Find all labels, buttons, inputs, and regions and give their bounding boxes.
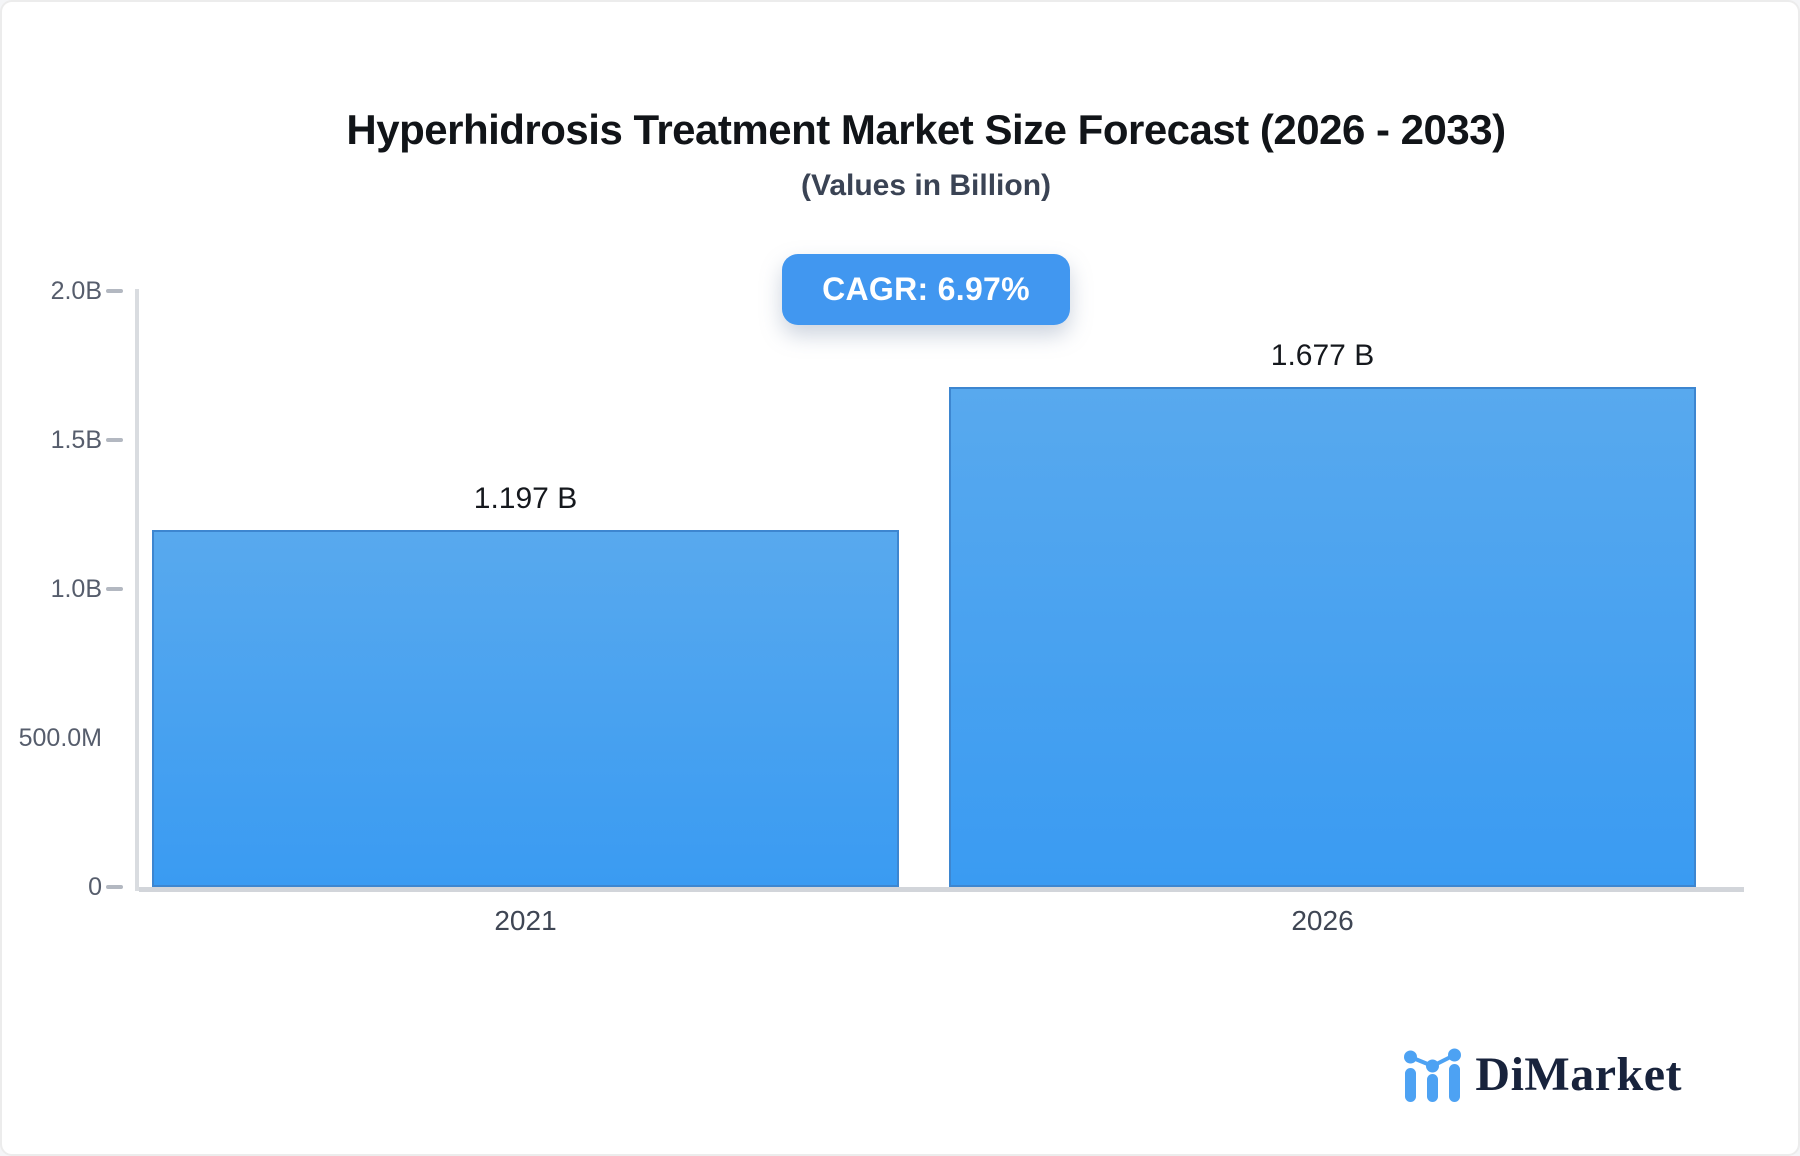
dimarket-logo-text: DiMarket (1475, 1048, 1682, 1101)
y-axis-tick-label: 2.0B (50, 277, 102, 305)
y-axis-tick-label: 0 (88, 873, 102, 901)
x-axis-label-2026: 2026 (1291, 905, 1354, 936)
chart-title: Hyperhidrosis Treatment Market Size Fore… (346, 106, 1506, 153)
x-axis-line (139, 887, 1744, 892)
y-axis-tick-label: 500.0M (18, 724, 102, 752)
y-axis-tick-dash (106, 289, 123, 293)
y-axis-tick-dash (106, 587, 123, 591)
bar-value-label: 1.677 B (1270, 339, 1375, 373)
chart-header: Hyperhidrosis Treatment Market Size Fore… (50, 106, 1798, 326)
y-axis-line (135, 289, 139, 891)
y-axis-tick-dash (106, 438, 123, 442)
bar-2021 (152, 530, 899, 887)
x-axis-label-2021: 2021 (494, 905, 557, 936)
y-axis-tick-label: 1.5B (50, 426, 102, 454)
cagr-badge: CAGR: 6.97% (782, 254, 1070, 326)
y-axis-tick-dash (106, 885, 123, 889)
bar-2026 (949, 387, 1696, 887)
chart-subtitle: (Values in Billion) (800, 169, 1052, 203)
bar-chart-logo-icon (1404, 1048, 1462, 1102)
bar-value-label: 1.197 B (473, 482, 578, 516)
dimarket-logo: DiMarket (1404, 1048, 1682, 1102)
y-axis-tick-label: 1.0B (50, 575, 102, 603)
